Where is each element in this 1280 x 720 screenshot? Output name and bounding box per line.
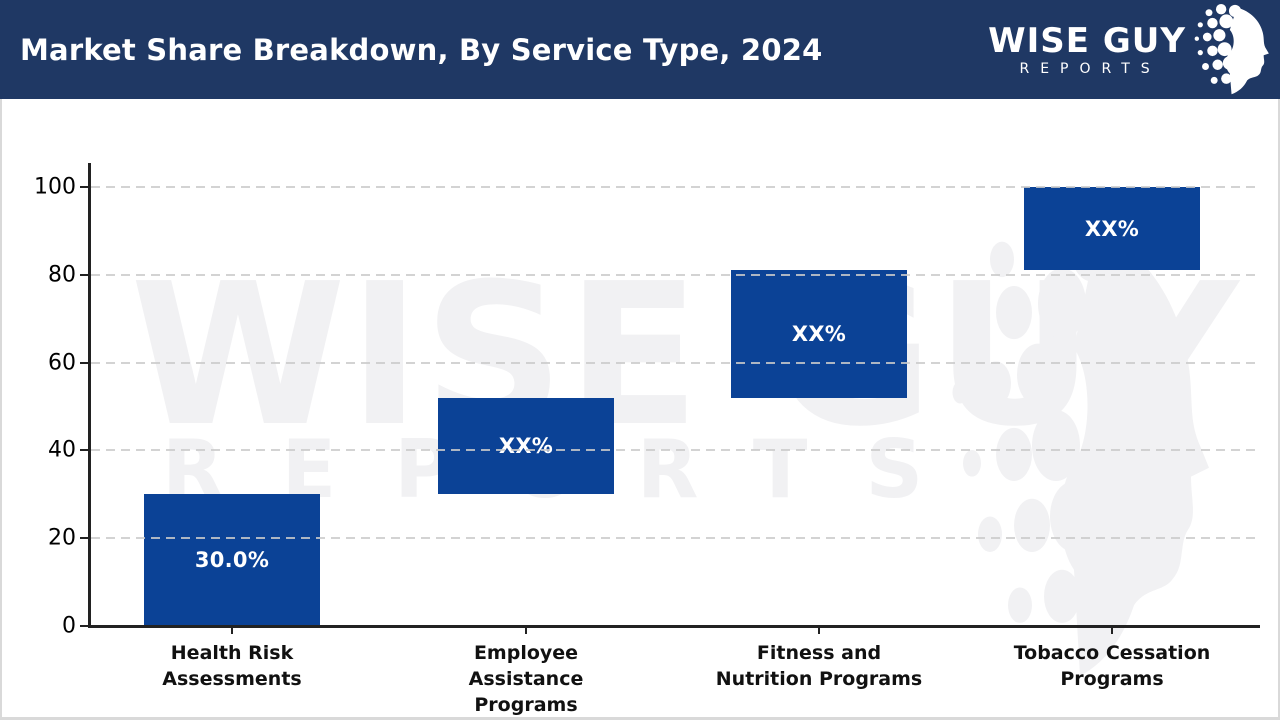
y-tick-label-0: 0 (62, 613, 76, 639)
x-axis-tick-4 (1111, 627, 1113, 634)
x-axis-tick-2 (525, 627, 527, 634)
bar-4: XX% (1024, 187, 1200, 271)
logo-head-icon (1194, 3, 1269, 94)
logo-wordmark: WISE GUY REPORTS (988, 24, 1186, 76)
bar-value-label-4: XX% (1084, 216, 1140, 241)
category-label-2: Employee Assistance Programs (468, 642, 584, 717)
bar-value-label-1: 30.0% (194, 548, 270, 573)
y-tick-label-60: 60 (48, 350, 76, 376)
y-tick-label-40: 40 (48, 437, 76, 463)
logo-wordmark-line1: WISE GUY (988, 20, 1186, 61)
category-label-3: Fitness and Nutrition Programs (715, 642, 923, 691)
header-bar: Market Share Breakdown, By Service Type,… (0, 0, 1280, 99)
y-axis-tick-40 (80, 449, 88, 452)
gridline-20 (91, 537, 1260, 540)
category-label-1: Health Risk Assessments (162, 642, 302, 691)
y-axis-tick-60 (80, 361, 88, 364)
x-axis-tick-3 (818, 627, 820, 634)
y-tick-label-80: 80 (48, 262, 76, 288)
y-tick-label-100: 100 (34, 174, 76, 200)
y-axis-tick-100 (80, 186, 88, 188)
logo-wordmark-line2: REPORTS (1019, 60, 1161, 77)
gridline-80 (91, 273, 1260, 276)
bar-2: XX% (438, 397, 614, 495)
x-axis-tick-1 (231, 627, 233, 634)
y-axis-tick-0 (80, 625, 88, 627)
x-axis (88, 625, 1260, 628)
page-title: Market Share Breakdown, By Service Type,… (20, 32, 823, 67)
y-axis-tick-20 (80, 537, 88, 540)
bar-value-label-2: XX% (498, 434, 554, 458)
gridline-60 (91, 361, 1260, 364)
bar-3: XX% (731, 270, 907, 398)
y-axis (88, 163, 91, 628)
gridline-40 (91, 449, 1260, 452)
category-label-4: Tobacco Cessation Programs (1013, 642, 1211, 691)
brand-logo: WISE GUY REPORTS (988, 0, 1280, 99)
bar-value-label-3: XX% (791, 322, 847, 347)
y-axis-tick-80 (80, 273, 88, 276)
bar-1: 30.0% (144, 494, 320, 626)
y-tick-label-20: 20 (48, 525, 76, 551)
gridline-100 (91, 186, 1260, 188)
